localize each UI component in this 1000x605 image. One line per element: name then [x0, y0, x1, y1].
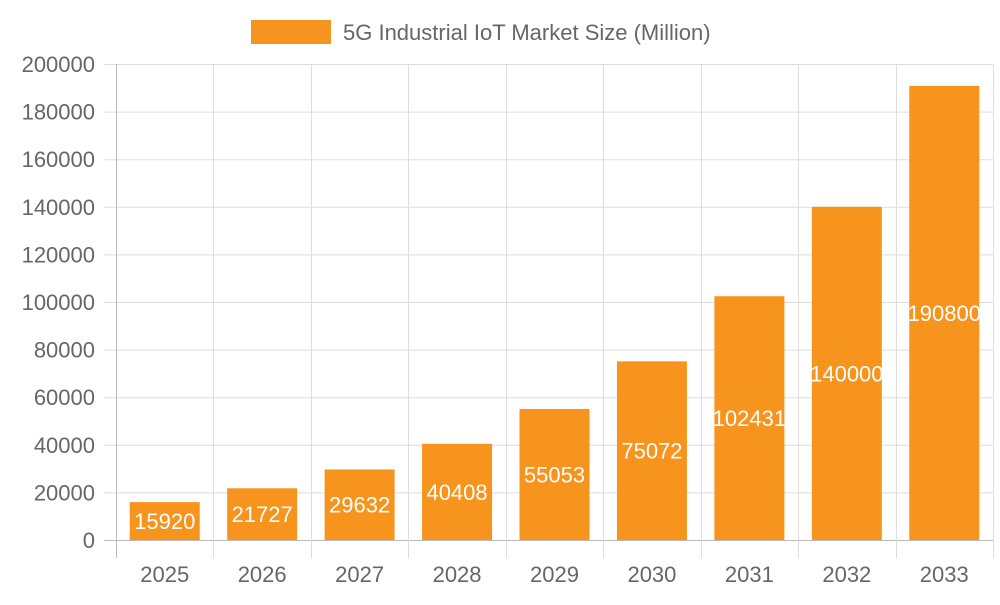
data-label: 15920	[134, 509, 195, 534]
data-label: 29632	[329, 493, 390, 518]
bar-2033	[909, 85, 980, 541]
y-tick-label: 100000	[22, 290, 95, 315]
x-tick-label: 2030	[627, 562, 676, 587]
legend-label: 5G Industrial IoT Market Size (Million)	[343, 20, 711, 45]
bar-2032	[811, 206, 882, 541]
y-tick-label: 20000	[34, 480, 95, 505]
y-tick-label: 60000	[34, 385, 95, 410]
data-label: 21727	[232, 502, 293, 527]
x-tick-label: 2029	[530, 562, 579, 587]
x-tick-label: 2028	[433, 562, 482, 587]
data-label: 75072	[621, 439, 682, 464]
bar-2028	[422, 443, 493, 540]
bar-2025	[129, 502, 200, 540]
y-tick-label: 160000	[22, 147, 95, 172]
y-tick-label: 140000	[22, 195, 95, 220]
x-tick-label: 2027	[335, 562, 384, 587]
data-label: 40408	[426, 480, 487, 505]
x-tick-label: 2033	[920, 562, 969, 587]
x-tick-label: 2031	[725, 562, 774, 587]
data-label: 140000	[810, 361, 883, 386]
bar-2027	[324, 469, 395, 540]
y-tick-label: 180000	[22, 100, 95, 125]
y-tick-label: 40000	[34, 433, 95, 458]
bar-2029	[519, 408, 590, 540]
bar-2030	[616, 361, 687, 540]
x-tick-label: 2025	[140, 562, 189, 587]
x-tick-label: 2032	[822, 562, 871, 587]
data-label: 102431	[713, 406, 786, 431]
x-tick-label: 2026	[238, 562, 287, 587]
bar-2026	[227, 488, 298, 540]
bar-2031	[714, 296, 785, 540]
y-tick-label: 80000	[34, 338, 95, 363]
data-label: 190800	[908, 301, 981, 326]
y-tick-label: 120000	[22, 242, 95, 267]
legend-swatch	[251, 20, 331, 44]
y-tick-label: 0	[83, 528, 95, 553]
y-tick-label: 200000	[22, 52, 95, 77]
data-label: 55053	[524, 462, 585, 487]
